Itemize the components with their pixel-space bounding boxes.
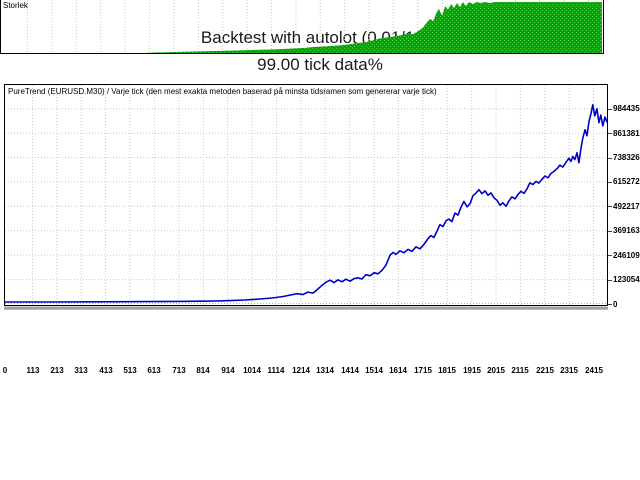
x-axis-label: 2115 — [511, 366, 529, 375]
x-axis-label: 613 — [147, 366, 161, 375]
y-axis-tick — [608, 182, 612, 183]
x-axis: 0 113 213 313 413 513 613 713 814 914 1014 1114 1214… — [0, 366, 640, 378]
chart-header: PureTrend (EURUSD.M30) / Varje tick (den… — [8, 87, 437, 96]
x-axis-label: 914 — [221, 366, 235, 375]
equity-curve — [5, 103, 607, 303]
y-axis-label: 984435 — [613, 104, 640, 113]
x-axis-label: 1414 — [341, 366, 359, 375]
x-axis-label: 313 — [74, 366, 88, 375]
y-axis-label: 615272 — [613, 177, 640, 186]
y-axis-label: 492217 — [613, 202, 640, 211]
y-axis-tick — [608, 133, 612, 134]
y-axis-label: 369163 — [613, 226, 640, 235]
panel-divider — [4, 306, 608, 310]
x-axis-label: 2015 — [487, 366, 505, 375]
size-chart-svg — [0, 0, 602, 53]
y-axis-tick — [608, 304, 612, 305]
x-axis-label: 0 — [2, 366, 8, 375]
x-axis-label: 213 — [50, 366, 64, 375]
y-axis-label: 861381 — [613, 129, 640, 138]
y-axis-tick — [608, 255, 612, 256]
x-axis-label: 1614 — [389, 366, 407, 375]
x-axis-label: 2215 — [536, 366, 554, 375]
y-axis-label: 738326 — [613, 153, 640, 162]
y-axis-label: 246109 — [613, 251, 640, 260]
x-axis-label: 1915 — [463, 366, 481, 375]
size-chart-panel: Storlek — [0, 0, 604, 54]
y-axis: 0 123054 246109 369163 492217 615272 738326 861… — [608, 104, 640, 309]
size-area — [0, 2, 602, 53]
x-axis-label: 413 — [99, 366, 113, 375]
y-axis-tick — [608, 280, 612, 281]
y-axis-tick — [608, 231, 612, 232]
x-axis-label: 513 — [123, 366, 137, 375]
y-axis-tick — [608, 158, 612, 159]
size-panel-label: Storlek — [3, 1, 28, 10]
y-axis-tick — [608, 109, 612, 110]
x-axis-label: 2415 — [585, 366, 603, 375]
x-axis-label: 1715 — [414, 366, 432, 375]
equity-chart-svg — [5, 85, 607, 305]
y-axis-label: 0 — [613, 300, 618, 309]
x-axis-label: 113 — [26, 366, 40, 375]
x-axis-label: 713 — [172, 366, 186, 375]
x-axis-label: 1214 — [292, 366, 310, 375]
y-axis-tick — [608, 206, 612, 207]
x-axis-label: 814 — [196, 366, 210, 375]
x-axis-label: 1114 — [267, 366, 285, 375]
x-axis-label: 1815 — [438, 366, 456, 375]
x-axis-label: 2315 — [560, 366, 578, 375]
y-axis-label: 123054 — [613, 275, 640, 284]
page-subtitle: 99.00 tick data% — [257, 55, 383, 74]
x-axis-label: 1014 — [243, 366, 261, 375]
x-axis-label: 1314 — [316, 366, 334, 375]
x-axis-label: 1514 — [365, 366, 383, 375]
equity-chart-panel: PureTrend (EURUSD.M30) / Varje tick (den… — [4, 84, 608, 306]
